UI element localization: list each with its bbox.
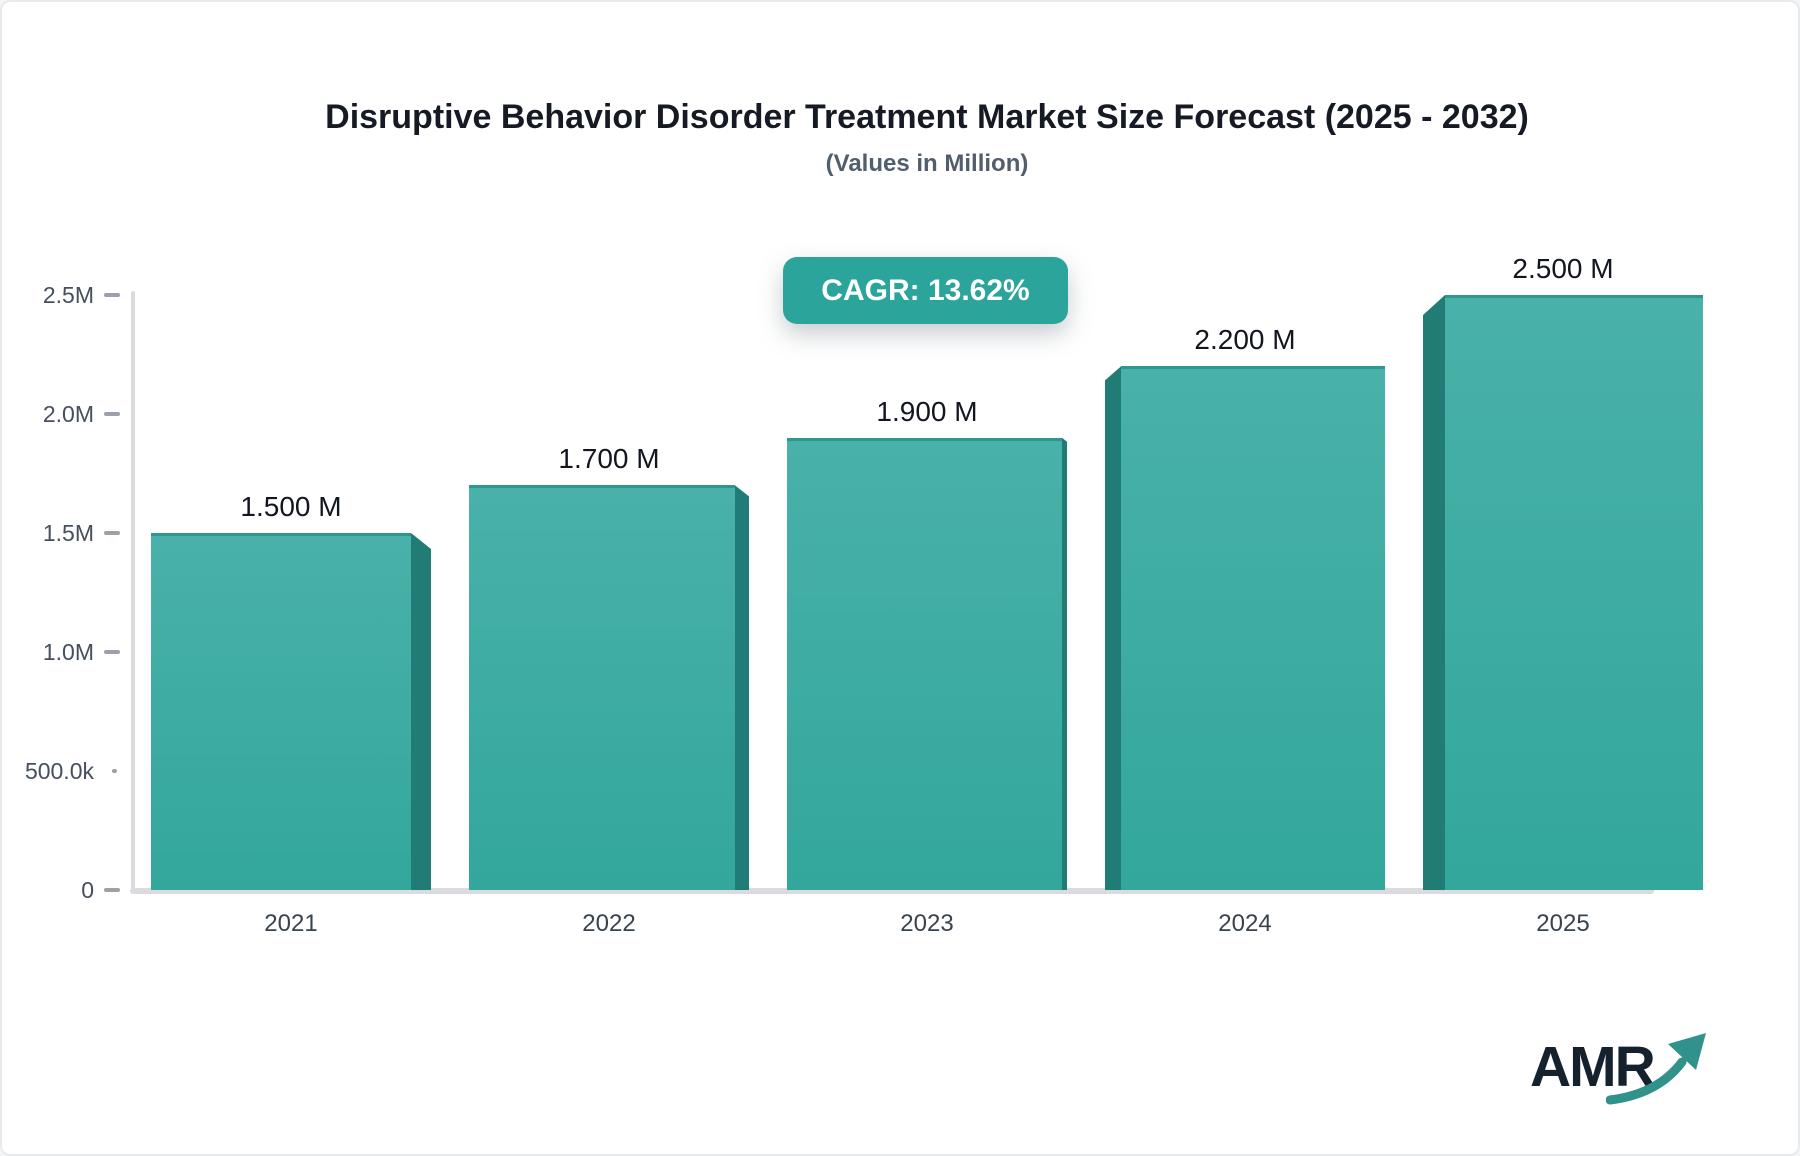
bar-2023: 1.900 M: [787, 396, 1067, 890]
bar-body: [151, 533, 411, 890]
y-axis-line: [131, 291, 135, 891]
bar-bevel: [1062, 437, 1067, 890]
y-tick-label: 1.5M: [42, 520, 94, 546]
bar-2021: 1.500 M: [151, 491, 431, 890]
bar-value-label: 2.500 M: [1512, 253, 1614, 284]
bar-value-label: 1.900 M: [876, 395, 978, 427]
bar-value-label: 2.200 M: [1194, 324, 1296, 356]
bar-body: [1121, 366, 1385, 890]
x-axis-label-2024: 2024: [1218, 910, 1272, 937]
y-tick-label: 500.0k: [24, 758, 94, 784]
y-tick-label: 2.0M: [42, 401, 94, 427]
y-tick-mark: [104, 888, 120, 892]
bar-2025: 2.500 M: [1423, 253, 1703, 890]
bar-bevel: [411, 533, 431, 890]
y-tick-mark: [104, 412, 120, 416]
bar-bevel: [1105, 366, 1121, 890]
y-tick-mark: [104, 531, 120, 535]
amr-logo-text: AMR: [1530, 1035, 1656, 1099]
bar-value-label: 1.700 M: [558, 443, 660, 475]
y-tick-mark: [104, 650, 120, 654]
bar-bevel: [735, 485, 749, 890]
x-axis-label-2022: 2022: [582, 910, 636, 937]
amr-logo: AMR: [1530, 1033, 1710, 1118]
y-tick-label: 1.0M: [42, 639, 94, 665]
bar-body: [787, 437, 1062, 890]
y-tick-label: 2.5M: [42, 282, 94, 308]
y-tick-label: 0: [81, 877, 94, 903]
bar-body: [469, 485, 735, 890]
x-axis-label-2021: 2021: [264, 910, 318, 937]
x-axis-label-2025: 2025: [1536, 910, 1590, 937]
x-axis-line: [130, 888, 1654, 894]
cagr-badge: CAGR: 13.62%: [783, 257, 1068, 324]
y-tick-mark: [104, 293, 120, 297]
chart-title: Disruptive Behavior Disorder Treatment M…: [325, 98, 1529, 136]
y-tick-mark: [112, 769, 117, 773]
bar-body: [1445, 295, 1703, 890]
bar-2022: 1.700 M: [469, 443, 749, 890]
bar-value-label: 1.500 M: [240, 491, 342, 522]
growth-arrow-icon: [1606, 1033, 1706, 1105]
bar-2024: 2.200 M: [1105, 324, 1385, 890]
bar-bevel: [1423, 295, 1445, 890]
x-axis-label-2023: 2023: [900, 910, 954, 937]
chart-subtitle: (Values in Million): [825, 150, 1029, 177]
